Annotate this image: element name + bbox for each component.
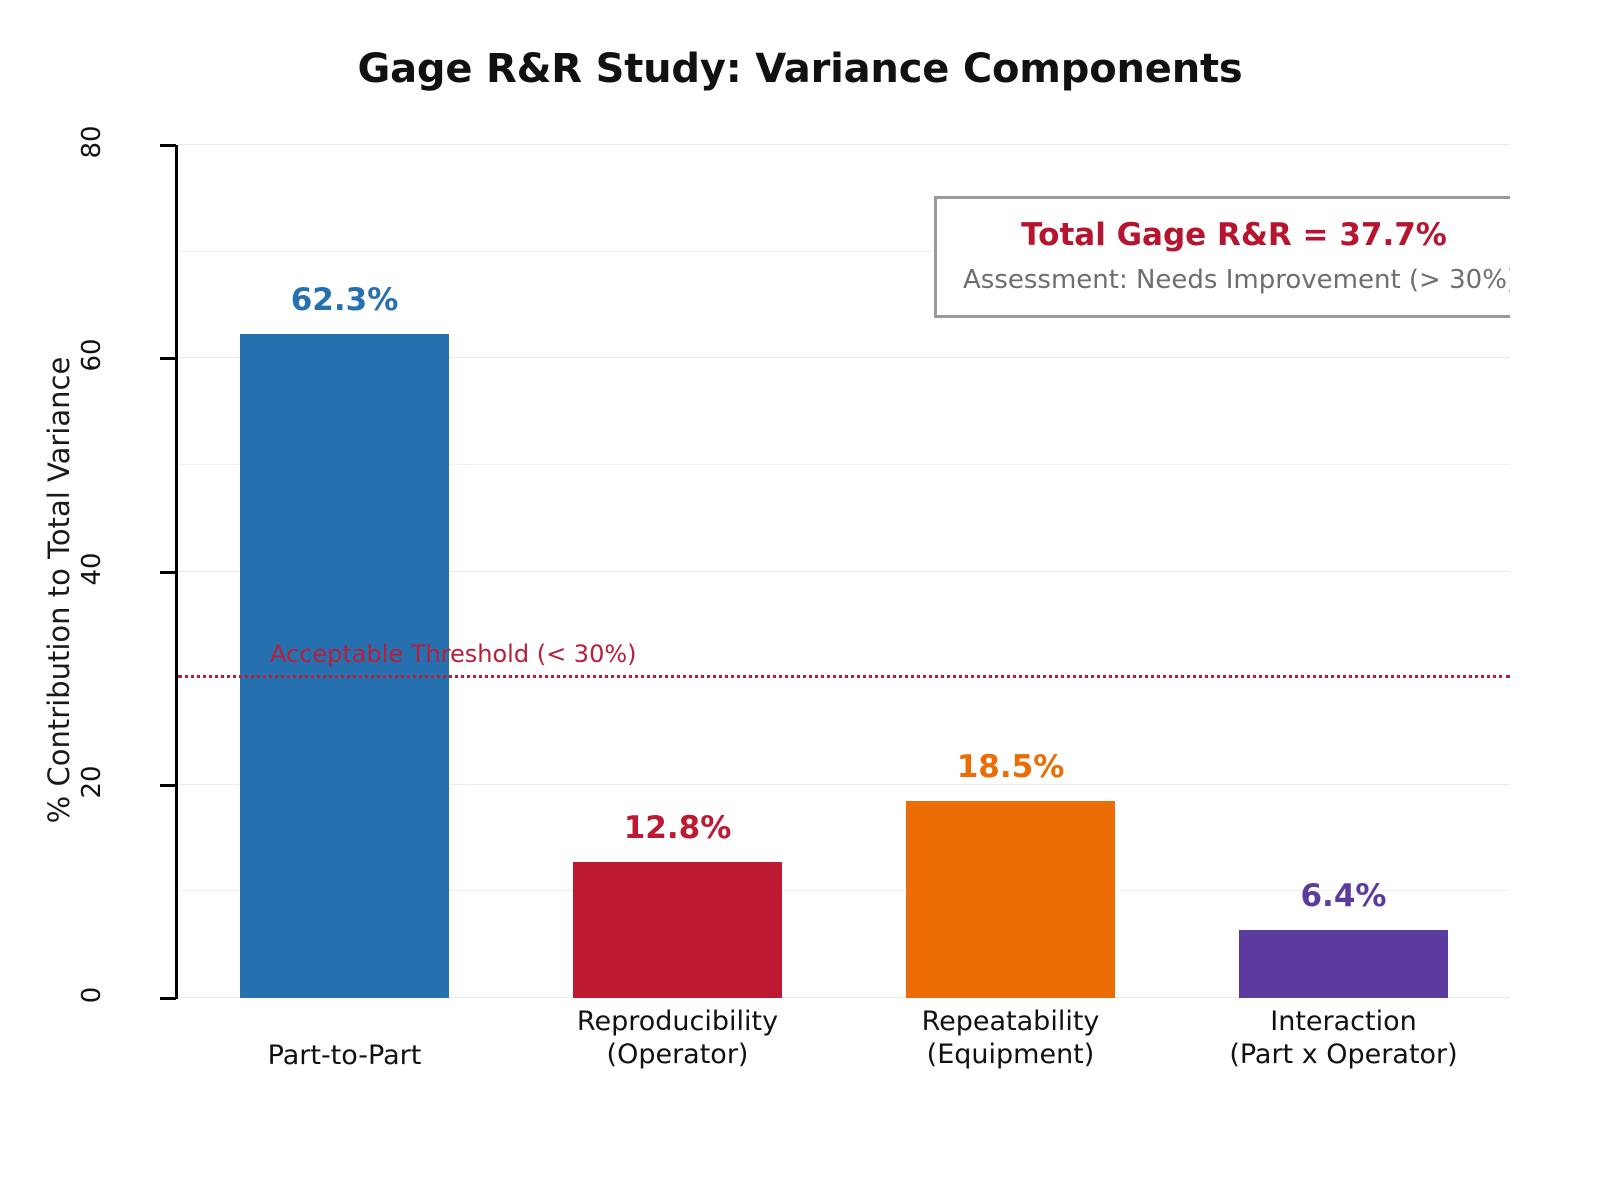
threshold-label: Acceptable Threshold (< 30%) (270, 640, 637, 669)
plot-area: 62.3% 12.8% 18.5% 6.4% Acceptable Threshold… (178, 144, 1510, 998)
y-axis-title: % Contribution to Total Variance (42, 356, 76, 824)
x-axis-label: Reproducibility (Operator) (576, 1006, 779, 1070)
gridline (178, 250, 1510, 252)
y-tick-mark (160, 570, 176, 574)
gridline (178, 570, 1510, 572)
assessment-text: Assessment: Needs Improvement (> 30%) (963, 265, 1518, 295)
y-tick-label: 40 (77, 551, 107, 586)
y-tick-label: 60 (77, 338, 107, 372)
bar-value-label: 62.3% (290, 281, 399, 318)
x-axis-label: Part-to-Part (267, 1040, 422, 1071)
gridline (178, 144, 1510, 145)
summary-textbox: Total Gage R&R = 37.7% Assessment: Needs… (934, 196, 1534, 318)
chart-title: Gage R&R Study: Variance Components (357, 46, 1243, 92)
y-tick-label: 20 (77, 765, 107, 799)
y-tick-mark (160, 997, 176, 1000)
bar[interactable] (905, 800, 1116, 998)
gridline (178, 783, 1510, 785)
bar-value-label: 6.4% (1300, 877, 1387, 914)
y-tick-mark (160, 144, 176, 147)
bar[interactable] (572, 861, 783, 998)
bar[interactable] (1238, 929, 1449, 998)
gridline (178, 890, 1510, 892)
threshold-line (178, 675, 1510, 679)
y-axis-spine (175, 145, 178, 999)
y-tick-label: 0 (77, 986, 107, 1004)
bar[interactable] (239, 333, 450, 998)
y-tick-mark (160, 357, 176, 361)
gridline (178, 997, 1510, 998)
y-tick-mark (160, 783, 176, 787)
gridline (178, 357, 1510, 359)
gridline (178, 463, 1510, 465)
bar-value-label: 18.5% (956, 748, 1065, 785)
textbox-clip-mask (1510, 190, 1600, 330)
total-gage-rr-value: Total Gage R&R = 37.7% (1021, 217, 1447, 253)
y-tick-label: 80 (77, 125, 107, 159)
x-axis-label: Repeatability (Equipment) (921, 1006, 1100, 1070)
bar-value-label: 12.8% (623, 809, 732, 846)
x-axis-label: Interaction (Part x Operator) (1229, 1006, 1458, 1070)
